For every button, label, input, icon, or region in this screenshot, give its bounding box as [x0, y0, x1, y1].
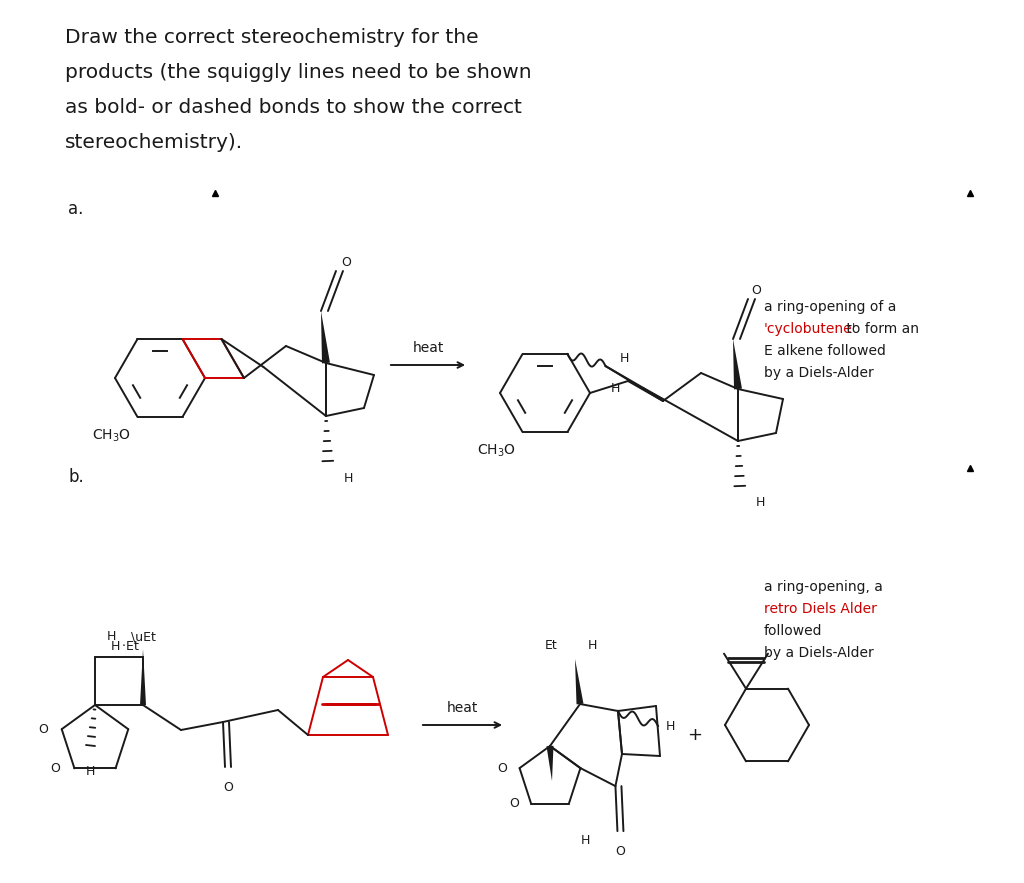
Text: H: H — [620, 352, 629, 365]
Text: H: H — [581, 834, 590, 847]
Text: H: H — [610, 382, 620, 395]
Polygon shape — [321, 311, 330, 364]
Polygon shape — [733, 339, 742, 389]
Text: followed: followed — [764, 624, 822, 638]
Text: CH$_3$O: CH$_3$O — [477, 442, 516, 459]
Text: H: H — [344, 472, 353, 485]
Text: H: H — [588, 639, 597, 652]
Text: O: O — [223, 781, 232, 794]
Text: by a Diels-Alder: by a Diels-Alder — [764, 366, 873, 380]
Text: O: O — [341, 256, 351, 269]
Text: H: H — [111, 640, 120, 653]
Text: E alkene followed: E alkene followed — [764, 344, 886, 358]
Text: O: O — [50, 762, 60, 774]
Text: by a Diels-Alder: by a Diels-Alder — [764, 646, 873, 660]
Text: O: O — [38, 722, 48, 736]
Polygon shape — [575, 659, 584, 705]
Text: Draw the correct stereochemistry for the: Draw the correct stereochemistry for the — [65, 28, 478, 47]
Text: retro Diels Alder: retro Diels Alder — [764, 602, 877, 616]
Polygon shape — [547, 746, 554, 781]
Text: CH$_3$O: CH$_3$O — [92, 427, 131, 444]
Text: to form an: to form an — [842, 322, 919, 336]
Text: a ring-opening of a: a ring-opening of a — [764, 300, 896, 314]
Text: stereochemistry).: stereochemistry). — [65, 133, 243, 152]
Text: b.: b. — [68, 468, 84, 486]
Text: Et: Et — [545, 639, 558, 652]
Text: \uEt: \uEt — [131, 630, 156, 643]
Text: O: O — [509, 797, 519, 811]
Text: $\!\cdot\!$Et: $\!\cdot\!$Et — [121, 640, 140, 653]
Text: products (the squiggly lines need to be shown: products (the squiggly lines need to be … — [65, 63, 531, 82]
Polygon shape — [140, 649, 146, 705]
Text: a ring-opening, a: a ring-opening, a — [764, 580, 883, 594]
Text: as bold- or dashed bonds to show the correct: as bold- or dashed bonds to show the cor… — [65, 98, 522, 117]
Text: O: O — [498, 762, 508, 774]
Text: heat: heat — [446, 701, 478, 715]
Text: H: H — [666, 720, 676, 733]
Text: +: + — [687, 726, 702, 744]
Text: O: O — [751, 284, 761, 298]
Text: H: H — [756, 496, 765, 509]
Text: heat: heat — [413, 341, 443, 355]
Text: H: H — [85, 765, 94, 778]
Text: H: H — [106, 630, 116, 643]
Text: 'cyclobutene': 'cyclobutene' — [764, 322, 856, 336]
Text: a.: a. — [68, 200, 83, 218]
Text: O: O — [615, 845, 626, 858]
